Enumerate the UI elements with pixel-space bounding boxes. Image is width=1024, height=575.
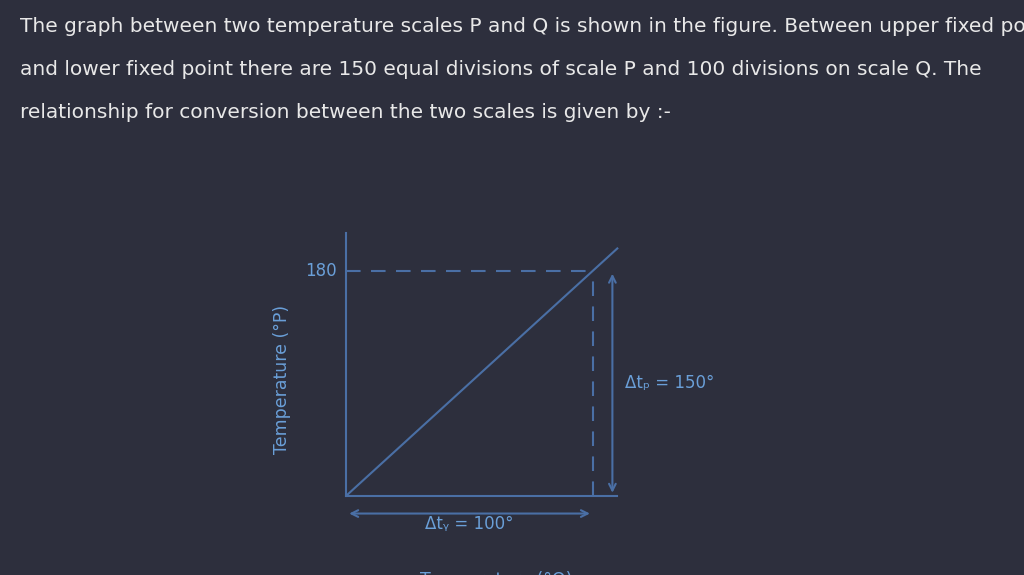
Text: Δtᵧ = 100°: Δtᵧ = 100° bbox=[425, 515, 514, 533]
X-axis label: Temperature (°Q): Temperature (°Q) bbox=[421, 571, 572, 575]
Text: The graph between two temperature scales P and Q is shown in the figure. Between: The graph between two temperature scales… bbox=[20, 17, 1024, 36]
Text: relationship for conversion between the two scales is given by :-: relationship for conversion between the … bbox=[20, 104, 672, 122]
Text: Δtₚ = 150°: Δtₚ = 150° bbox=[625, 374, 714, 392]
Y-axis label: Temperature (°P): Temperature (°P) bbox=[273, 305, 291, 454]
Text: 180: 180 bbox=[305, 262, 337, 280]
Text: and lower fixed point there are 150 equal divisions of scale P and 100 divisions: and lower fixed point there are 150 equa… bbox=[20, 60, 982, 79]
